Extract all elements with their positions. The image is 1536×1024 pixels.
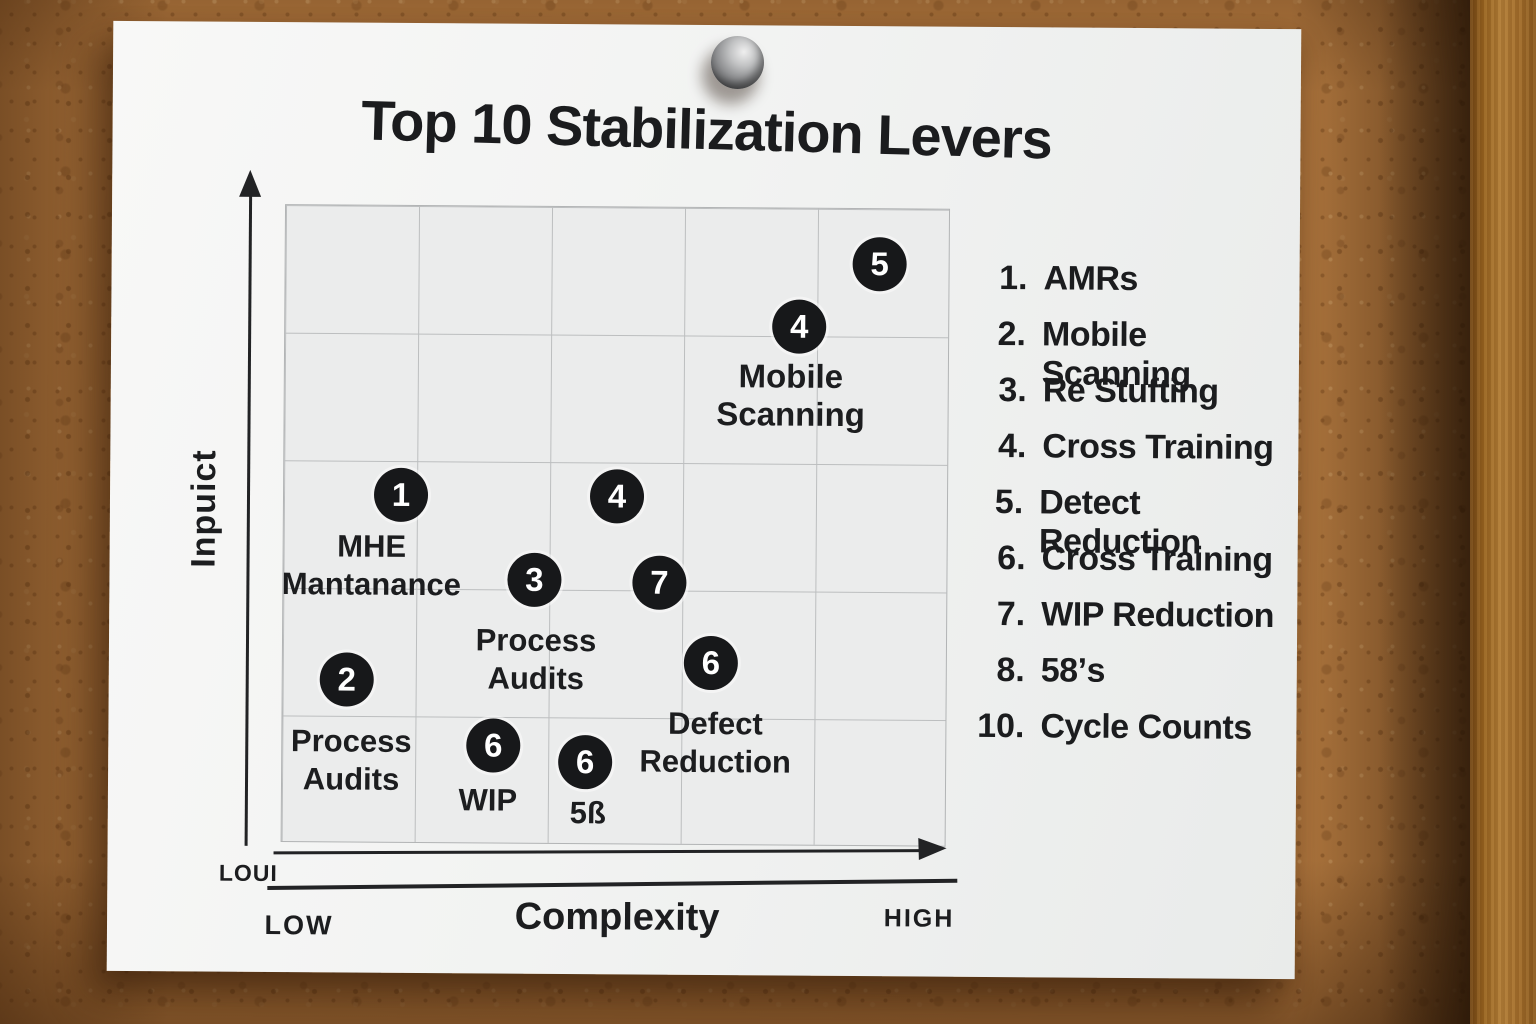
chart-point-bubble-1-mhe: 1 bbox=[373, 467, 429, 523]
list-item: 4. Cross Training bbox=[968, 427, 1298, 485]
list-item: 5. Detect Reduction bbox=[968, 483, 1298, 561]
list-item-number: 10. bbox=[977, 706, 1025, 746]
list-item-label: 58ʼs bbox=[1040, 651, 1106, 690]
bubble-number: 7 bbox=[650, 563, 669, 601]
bubble-number: 6 bbox=[483, 726, 503, 764]
list-item: 2. Mobile Scanning bbox=[969, 315, 1299, 393]
bubble-number: 5 bbox=[870, 245, 889, 283]
pushpin bbox=[711, 36, 764, 89]
wood-frame bbox=[1470, 0, 1536, 1024]
bubble-number: 2 bbox=[337, 660, 357, 698]
list-item-label: AMRs bbox=[1043, 259, 1139, 299]
chart-title: Top 10 Stabilization Levers bbox=[360, 88, 1053, 171]
x-axis-tick-low: LOW bbox=[264, 909, 334, 941]
bubble-number: 4 bbox=[789, 307, 809, 345]
x-axis-line bbox=[273, 849, 922, 855]
chart-point-bubble-4-mid: 4 bbox=[589, 469, 645, 524]
list-item: 8. 58ʼs bbox=[967, 651, 1297, 709]
chart-point-bubble-5: 5 bbox=[852, 237, 907, 292]
bubble-number: 3 bbox=[525, 560, 544, 598]
list-item-number: 7. bbox=[996, 595, 1026, 634]
bubble-number: 6 bbox=[701, 643, 721, 682]
list-item: 1. AMRs bbox=[969, 259, 1299, 317]
list-item-number: 2. bbox=[997, 315, 1027, 354]
point-label-mobile-scanning: Mobile Scanning bbox=[716, 357, 865, 434]
list-item-number: 1. bbox=[999, 259, 1028, 298]
bubble-number: 4 bbox=[607, 477, 627, 515]
chart-point-bubble-7: 7 bbox=[632, 555, 687, 610]
list-item-number: 8. bbox=[996, 651, 1025, 690]
chart-point-bubble-4-mobile-scanning: 4 bbox=[772, 299, 827, 354]
list-item-number: 5. bbox=[994, 483, 1024, 522]
list-item-number: 6. bbox=[997, 539, 1026, 578]
list-item-number: 3. bbox=[998, 371, 1027, 410]
list-item-label: Cross Training bbox=[1041, 539, 1273, 579]
x-axis-underline bbox=[267, 878, 958, 890]
list-item-number: 4. bbox=[997, 427, 1027, 466]
list-item-label: WIP Reduction bbox=[1041, 595, 1275, 635]
y-axis-arrowhead-icon bbox=[239, 169, 262, 197]
list-item-label: Cross Training bbox=[1042, 427, 1274, 467]
y-axis-label: Inpuict bbox=[184, 449, 223, 568]
bubble-number: 1 bbox=[391, 475, 411, 513]
x-axis-arrowhead-icon bbox=[918, 837, 947, 860]
x-axis-artifact-label: LOUI bbox=[218, 859, 278, 887]
point-label-process-audits-3: Process Audits bbox=[475, 622, 597, 697]
wood-frame-shadow bbox=[1379, 0, 1474, 1024]
chart-point-bubble-6-defect-reduction: 6 bbox=[683, 635, 739, 691]
list-item: 6. Cross Training bbox=[967, 539, 1297, 597]
list-item-label: Cycle Counts bbox=[1040, 707, 1252, 747]
point-label-mhe-mantanance: MHE Mantanance bbox=[281, 528, 462, 603]
x-axis-tick-high: HIGH bbox=[883, 904, 955, 933]
lever-list: 1. AMRs 2. Mobile Scanning 3. Re Stufting 4… bbox=[966, 259, 1300, 765]
list-item: 10. Cycle Counts bbox=[966, 707, 1296, 765]
chart-point-bubble-3-process-audits: 3 bbox=[507, 552, 562, 608]
list-item: 7. WIP Reduction bbox=[967, 595, 1297, 653]
chart-point-bubble-2-process-audits: 2 bbox=[319, 652, 374, 707]
point-label-5s: 5ß bbox=[569, 795, 607, 831]
point-label-defect-reduction: Defect Reduction bbox=[639, 705, 792, 780]
pinned-poster: Top 10 Stabilization Levers Inpuict LOUI… bbox=[106, 20, 1302, 980]
list-item-label: Re Stufting bbox=[1042, 371, 1219, 411]
x-axis-label: Complexity bbox=[514, 895, 720, 940]
